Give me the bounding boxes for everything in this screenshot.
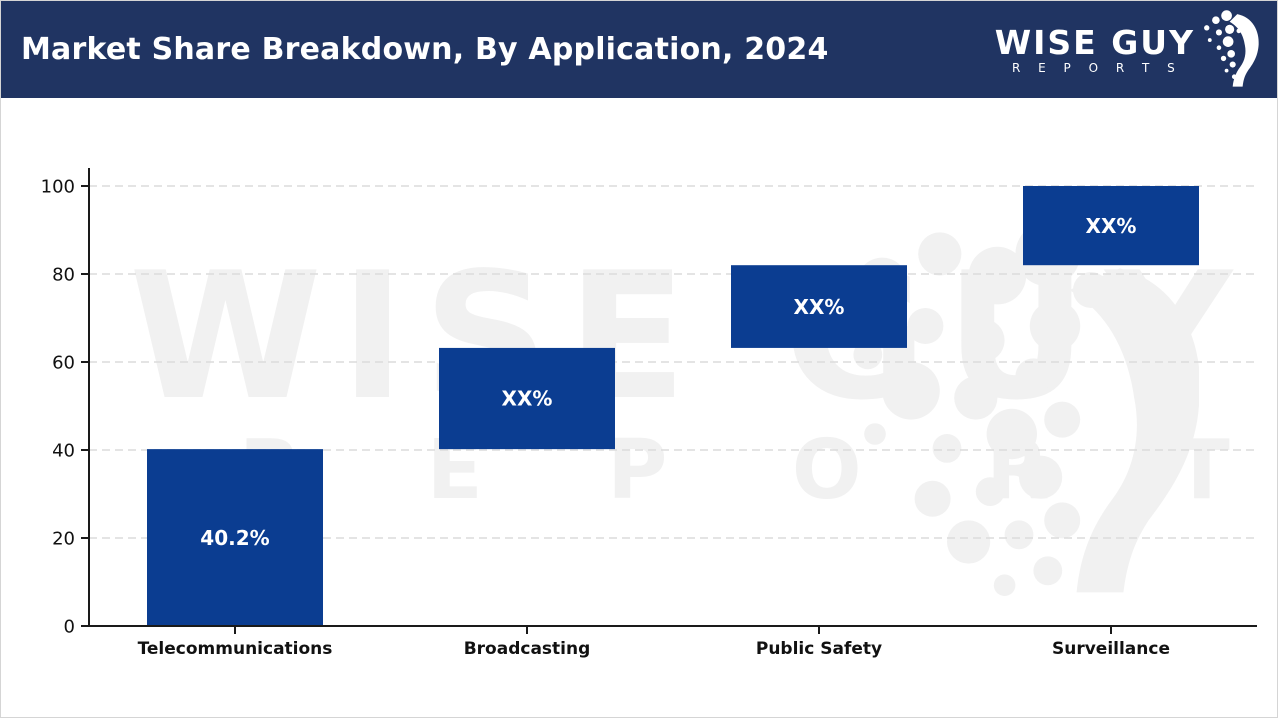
logo-brand-label: WISE GUY <box>994 22 1195 62</box>
header: Market Share Breakdown, By Application, … <box>1 1 1277 98</box>
y-tick-label: 100 <box>41 176 75 197</box>
y-tick-label: 0 <box>64 616 75 637</box>
bar-telecommunications <box>147 449 323 626</box>
x-category-label: Telecommunications <box>138 639 333 659</box>
bar-value-label: XX% <box>502 387 553 411</box>
bar-value-label: XX% <box>794 295 845 319</box>
bar-value-label: XX% <box>1086 214 1137 238</box>
x-category-label: Broadcasting <box>464 639 591 659</box>
y-tick-label: 40 <box>52 440 75 461</box>
page-title: Market Share Breakdown, By Application, … <box>21 32 829 67</box>
bar-surveillance <box>1023 186 1199 266</box>
watermark-reports: R E P O R T S <box>239 423 1280 518</box>
waterfall-chart: 40.2% Telecommunications XX% Broadcasting XX… <box>41 168 1257 659</box>
bar-value-label: 40.2% <box>200 526 269 550</box>
logo-head-icon <box>1204 9 1259 87</box>
bar-broadcasting <box>439 347 615 450</box>
logo-reports-label: R E P O R T S <box>1011 60 1182 75</box>
wiseguy-logo: WISE GUY R E P O R T S <box>995 8 1263 92</box>
y-tick-label: 20 <box>52 528 75 549</box>
bar-public-safety <box>731 265 907 348</box>
y-tick-label: 60 <box>52 352 75 373</box>
y-tick-label: 80 <box>52 264 75 285</box>
chart-area: WISE GUY R E P O R T S 40.2%Telecommunic… <box>1 98 1280 718</box>
x-category-label: Surveillance <box>1052 639 1170 659</box>
x-category-label: Public Safety <box>756 639 882 659</box>
logo-text: WISE GUY R E P O R T S <box>995 26 1195 74</box>
